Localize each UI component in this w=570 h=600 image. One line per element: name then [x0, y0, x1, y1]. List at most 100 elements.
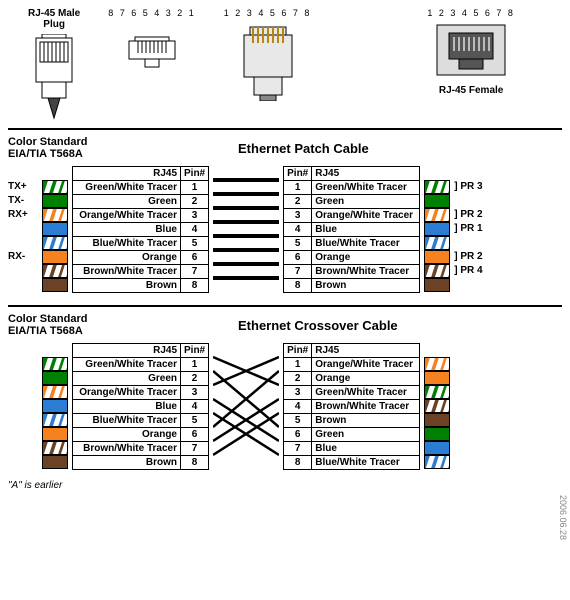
table-row: Blue/White Tracer5	[73, 414, 209, 428]
pin-num: 5	[181, 414, 209, 428]
color-swatch	[42, 455, 68, 469]
wire-color: Orange	[73, 251, 181, 265]
table-row: Brown/White Tracer7	[73, 442, 209, 456]
pair-label: ] PR 3	[454, 180, 486, 194]
table-row: 6Orange	[284, 251, 420, 265]
th-rj45: RJ45	[73, 167, 181, 181]
table-row: 5Brown	[284, 414, 420, 428]
wire-color: Blue/White Tracer	[312, 237, 420, 251]
wire-color: Green/White Tracer	[312, 386, 420, 400]
signal-label	[8, 455, 38, 469]
wire-color: Green	[73, 195, 181, 209]
th-pin: Pin#	[181, 344, 209, 358]
pair-label	[454, 441, 486, 455]
wire-connections	[213, 343, 279, 476]
wire-color: Green	[73, 372, 181, 386]
pair-label	[454, 194, 486, 208]
color-swatch	[42, 357, 68, 371]
th-pin: Pin#	[284, 344, 312, 358]
rj45-male-plug: RJ-45 Male Plug	[28, 8, 80, 120]
table-row: 6Green	[284, 428, 420, 442]
wire-color: Green/White Tracer	[73, 358, 181, 372]
pin-num: 7	[181, 265, 209, 279]
table-row: Blue4	[73, 223, 209, 237]
th-rj45: RJ45	[312, 344, 420, 358]
color-swatch	[42, 399, 68, 413]
pin-num: 8	[181, 456, 209, 470]
color-swatch	[424, 399, 450, 413]
footnote: "A" is earlier	[8, 480, 562, 491]
right-pinout-table: Pin#RJ451Green/White Tracer2Green3Orange…	[283, 166, 420, 293]
pair-column	[454, 343, 486, 469]
pin-num: 1	[181, 358, 209, 372]
signal-label	[8, 371, 38, 385]
table-row: Green/White Tracer1	[73, 358, 209, 372]
wire-color: Brown/White Tracer	[312, 265, 420, 279]
color-swatch	[42, 413, 68, 427]
pin-num: 8	[284, 279, 312, 293]
wire-color: Brown/White Tracer	[73, 442, 181, 456]
table-row: 2Green	[284, 195, 420, 209]
wire-color: Brown	[73, 456, 181, 470]
rj45-conn-icon	[238, 21, 298, 101]
pin-num: 4	[181, 400, 209, 414]
pin-num: 6	[181, 428, 209, 442]
pin-num: 5	[284, 237, 312, 251]
female-pins: 1 2 3 4 5 6 7 8	[427, 8, 515, 18]
color-swatch	[42, 180, 68, 194]
cable-title: Ethernet Crossover Cable	[238, 318, 398, 333]
pair-label	[454, 427, 486, 441]
table-row: Orange6	[73, 251, 209, 265]
wire-color: Blue/White Tracer	[312, 456, 420, 470]
wire-color: Brown	[312, 414, 420, 428]
color-swatch	[42, 236, 68, 250]
table-row: 7Brown/White Tracer	[284, 265, 420, 279]
table-row: 1Orange/White Tracer	[284, 358, 420, 372]
pair-label	[454, 385, 486, 399]
table-row: Orange6	[73, 428, 209, 442]
color-swatch	[424, 264, 450, 278]
color-swatch	[424, 455, 450, 469]
pin-num: 1	[284, 181, 312, 195]
pin-num: 1	[181, 181, 209, 195]
th-pin: Pin#	[284, 167, 312, 181]
wire-color: Orange/White Tracer	[312, 358, 420, 372]
pin-num: 5	[284, 414, 312, 428]
rj45-plug-icon	[32, 34, 76, 120]
wire-color: Orange	[312, 251, 420, 265]
signal-label	[8, 222, 38, 236]
wire-color: Blue/White Tracer	[73, 414, 181, 428]
pair-label: ] PR 2	[454, 208, 486, 222]
signal-label	[8, 357, 38, 371]
standard-label: Color Standard EIA/TIA T568A	[8, 136, 138, 160]
rj45-jack-small: 8 7 6 5 4 3 2 1	[108, 8, 196, 71]
th-rj45: RJ45	[73, 344, 181, 358]
pin-num: 6	[284, 428, 312, 442]
color-swatch	[424, 427, 450, 441]
signal-label: TX+	[8, 180, 38, 194]
pin-num: 6	[181, 251, 209, 265]
rj45-connector-front: 1 2 3 4 5 6 7 8	[224, 8, 312, 101]
pair-label	[454, 371, 486, 385]
conn-pins: 1 2 3 4 5 6 7 8	[224, 8, 312, 18]
pin-num: 8	[284, 456, 312, 470]
table-row: Brown8	[73, 456, 209, 470]
pin-num: 7	[284, 442, 312, 456]
pair-label: ] PR 4	[454, 264, 486, 278]
table-row: 5Blue/White Tracer	[284, 237, 420, 251]
table-row: Brown/White Tracer7	[73, 265, 209, 279]
pin-num: 8	[181, 279, 209, 293]
wire-color: Brown	[312, 279, 420, 293]
table-row: Orange/White Tracer3	[73, 209, 209, 223]
table-row: 8Brown	[284, 279, 420, 293]
pair-label	[454, 455, 486, 469]
left-pinout-table: RJ45Pin#Green/White Tracer1Green2Orange/…	[72, 343, 209, 470]
table-row: Green2	[73, 372, 209, 386]
pin-num: 7	[284, 265, 312, 279]
section-header: Color Standard EIA/TIA T568AEthernet Cro…	[8, 313, 562, 337]
signal-label	[8, 236, 38, 250]
color-swatch	[424, 222, 450, 236]
table-row: 7Blue	[284, 442, 420, 456]
swatch-column	[42, 343, 68, 469]
pin-num: 2	[181, 372, 209, 386]
